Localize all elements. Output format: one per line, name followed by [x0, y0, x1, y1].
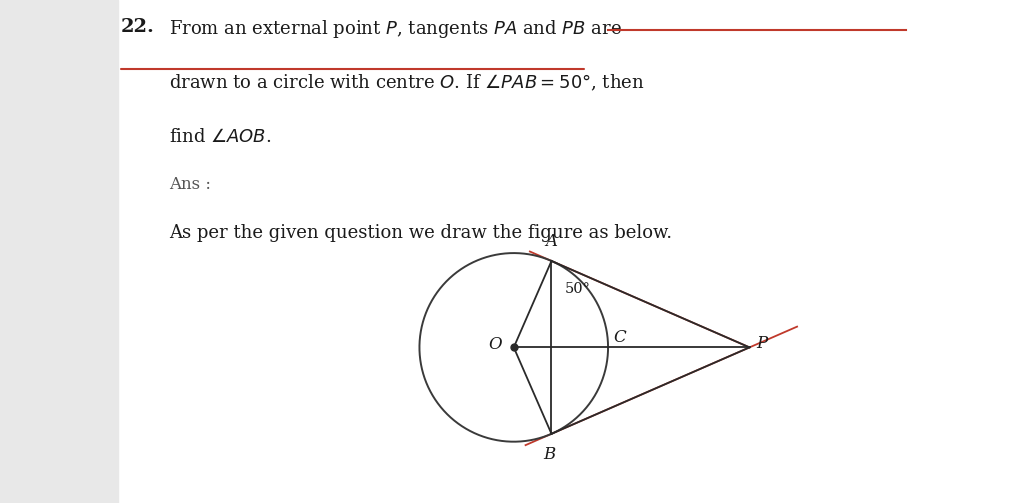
- Text: find $\angle \it{AOB}$.: find $\angle \it{AOB}$.: [169, 128, 271, 146]
- Text: B: B: [544, 446, 556, 463]
- Text: 22.: 22.: [121, 18, 155, 36]
- Text: Ans :: Ans :: [169, 176, 211, 193]
- Text: 50°: 50°: [564, 282, 591, 296]
- Text: P: P: [756, 335, 767, 352]
- Text: A: A: [546, 232, 557, 249]
- Text: C: C: [613, 329, 627, 347]
- Text: O: O: [487, 336, 502, 353]
- Text: drawn to a circle with centre $\it{O}$. If $\angle \it{PAB}=50°$, then: drawn to a circle with centre $\it{O}$. …: [169, 73, 644, 93]
- Text: From an external point $\it{P}$, tangents $\it{PA}$ and $\it{PB}$ are: From an external point $\it{P}$, tangent…: [169, 18, 622, 40]
- Text: As per the given question we draw the figure as below.: As per the given question we draw the fi…: [169, 224, 672, 242]
